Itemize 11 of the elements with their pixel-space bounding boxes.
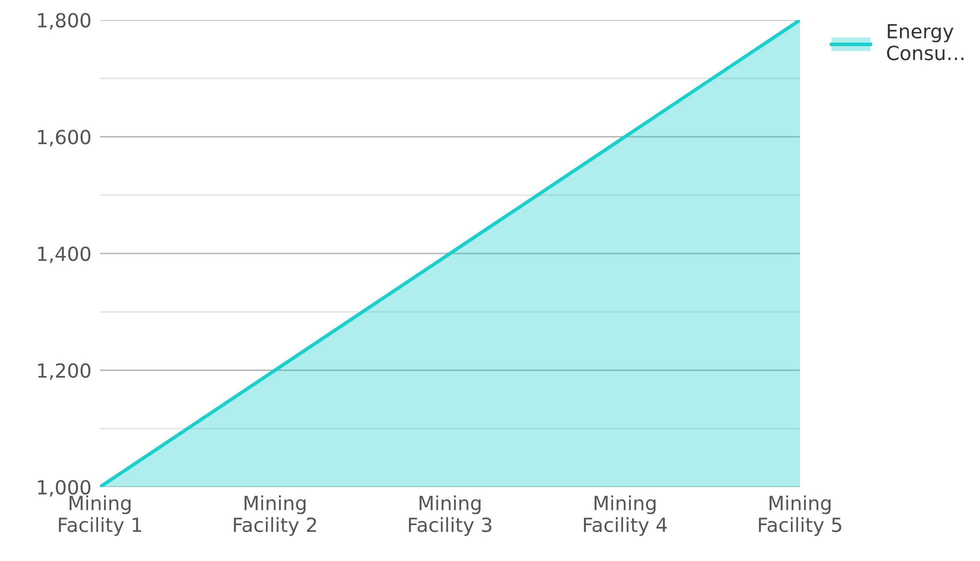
x-tick-label: Mining Facility 5 — [758, 495, 842, 536]
x-tick-label: Mining Facility 4 — [584, 495, 667, 536]
x-tick-label: Mining Facility 2 — [234, 495, 316, 536]
y-tick-label: 1,000 — [38, 480, 90, 497]
legend-label: Energy Consu… — [887, 24, 964, 60]
y-tick-label: 1,600 — [38, 130, 90, 146]
y-tick-label: 1,400 — [38, 246, 90, 264]
y-tick-label: 1,200 — [38, 363, 90, 380]
y-tick-label: 1,800 — [38, 12, 90, 30]
x-tick-label: Mining Facility 3 — [408, 495, 492, 536]
x-tick-label: Mining Facility 1 — [58, 495, 142, 536]
